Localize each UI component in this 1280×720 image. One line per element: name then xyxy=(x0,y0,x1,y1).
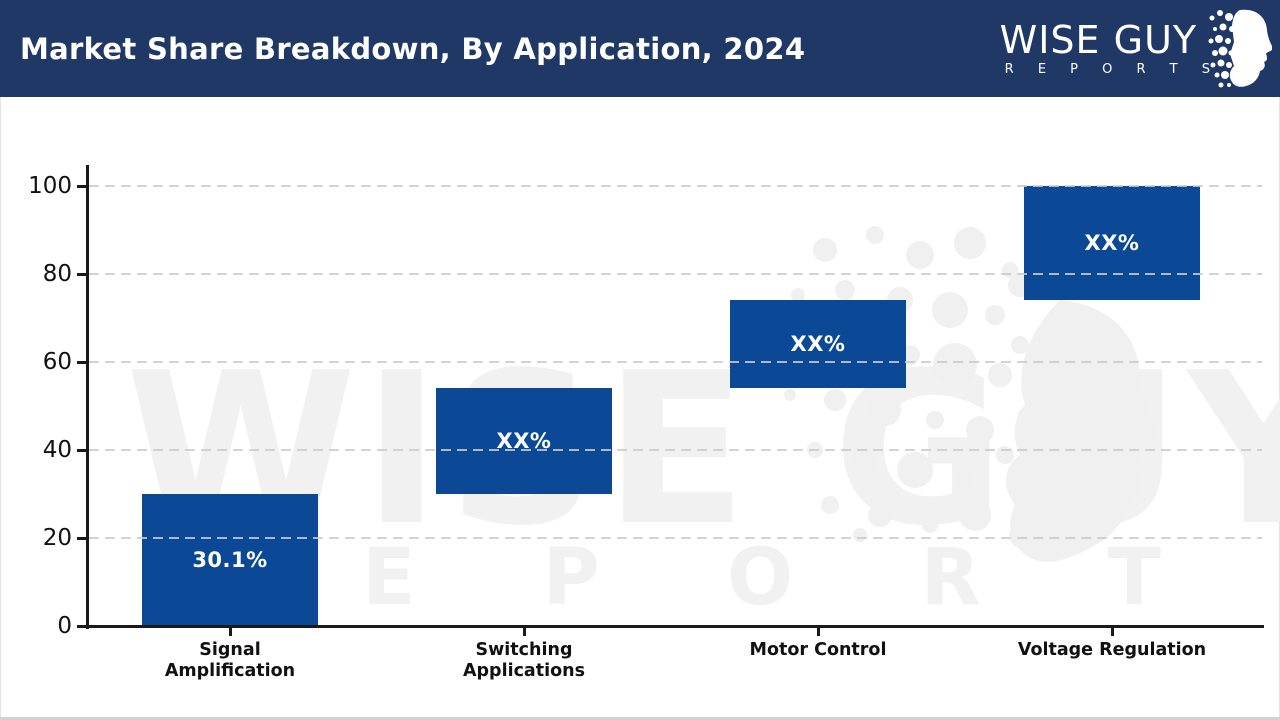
chart-title: Market Share Breakdown, By Application, … xyxy=(20,31,806,66)
bar-value-label-signal-amplification: 30.1% xyxy=(192,547,268,572)
bar-value-label-switching-applications: XX% xyxy=(496,428,552,453)
y-axis-tick-mark-100 xyxy=(77,184,86,188)
y-axis-tick-label-100: 100 xyxy=(28,173,72,199)
x-axis-category-label-voltage-regulation: Voltage Regulation xyxy=(992,640,1232,661)
x-axis-category-label-switching-applications: Switching Applications xyxy=(404,640,644,682)
bar-value-label-motor-control: XX% xyxy=(790,331,846,356)
y-axis-tick-mark-20 xyxy=(77,536,86,540)
y-axis-tick-mark-0 xyxy=(77,624,86,628)
y-axis-tick-label-40: 40 xyxy=(42,437,72,463)
x-axis-tick-mark-voltage-regulation xyxy=(1110,628,1114,636)
gridline-20 xyxy=(89,537,1262,539)
bar-motor-control: XX% xyxy=(730,299,906,388)
gridline-100 xyxy=(89,185,1262,187)
y-axis-tick-mark-60 xyxy=(77,360,86,364)
y-axis-tick-mark-40 xyxy=(77,448,86,452)
watermark-tagline: R E P O R T S xyxy=(175,533,1280,623)
brand-face-icon xyxy=(1208,9,1272,87)
category-label-line-2: Amplification xyxy=(164,661,296,681)
category-label-line-1: Switching xyxy=(475,640,573,660)
header-bar: Market Share Breakdown, By Application, … xyxy=(0,0,1280,97)
gridline-40 xyxy=(89,449,1262,451)
gridline-60 xyxy=(89,361,1262,363)
y-axis-tick-label-0: 0 xyxy=(57,613,72,639)
category-label-line-2: Applications xyxy=(462,661,586,681)
gridline-80 xyxy=(89,273,1262,275)
x-axis-tick-mark-motor-control xyxy=(816,628,820,636)
brand-name: WISE GUY xyxy=(999,17,1198,62)
brand-logo-text: WISE GUY R E P O R T S xyxy=(1000,21,1220,77)
y-axis-tick-label-60: 60 xyxy=(42,349,72,375)
category-label-line-1: Voltage Regulation xyxy=(1017,640,1207,660)
x-axis-tick-mark-switching-applications xyxy=(522,628,526,636)
bar-signal-amplification: 30.1% xyxy=(142,493,318,626)
bar-switching-applications: XX% xyxy=(436,387,612,494)
category-label-line-1: Motor Control xyxy=(749,640,887,660)
y-axis-tick-label-80: 80 xyxy=(42,261,72,287)
y-axis-tick-mark-80 xyxy=(77,272,86,276)
y-axis-tick-label-20: 20 xyxy=(42,525,72,551)
x-axis-category-label-motor-control: Motor Control xyxy=(698,640,938,661)
x-axis-tick-mark-signal-amplification xyxy=(228,628,232,636)
plot-area: WISE GUY R E P O R T S 0 20 40 60 80 100 30.1%… xyxy=(0,97,1280,720)
brand-logo: WISE GUY R E P O R T S xyxy=(1000,6,1280,92)
x-axis-category-label-signal-amplification: Signal Amplification xyxy=(110,640,350,682)
y-axis-line xyxy=(86,165,89,629)
category-label-line-1: Signal xyxy=(199,640,261,660)
brand-tagline: R E P O R T S xyxy=(1004,61,1220,77)
bar-voltage-regulation: XX% xyxy=(1024,186,1200,300)
bar-value-label-voltage-regulation: XX% xyxy=(1084,230,1140,255)
x-axis-line xyxy=(86,625,1264,628)
